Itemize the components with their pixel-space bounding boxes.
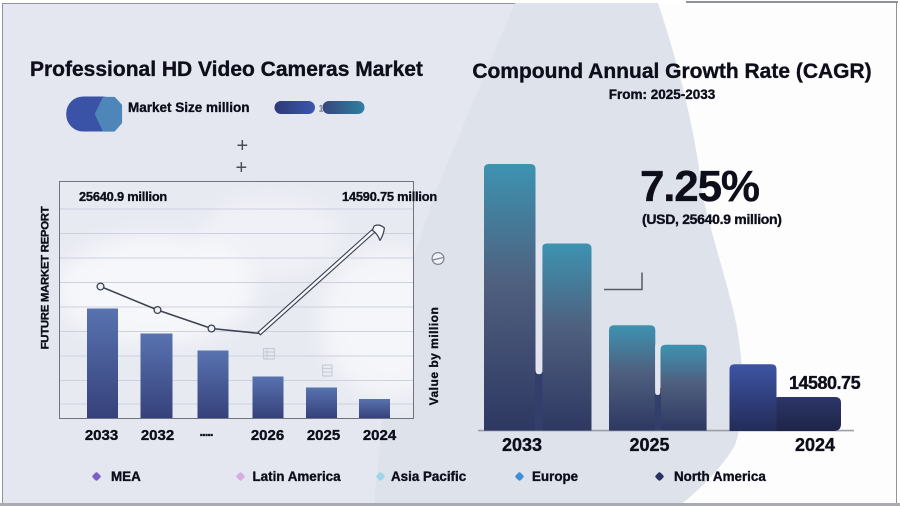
- svg-text:1: 1: [319, 104, 324, 114]
